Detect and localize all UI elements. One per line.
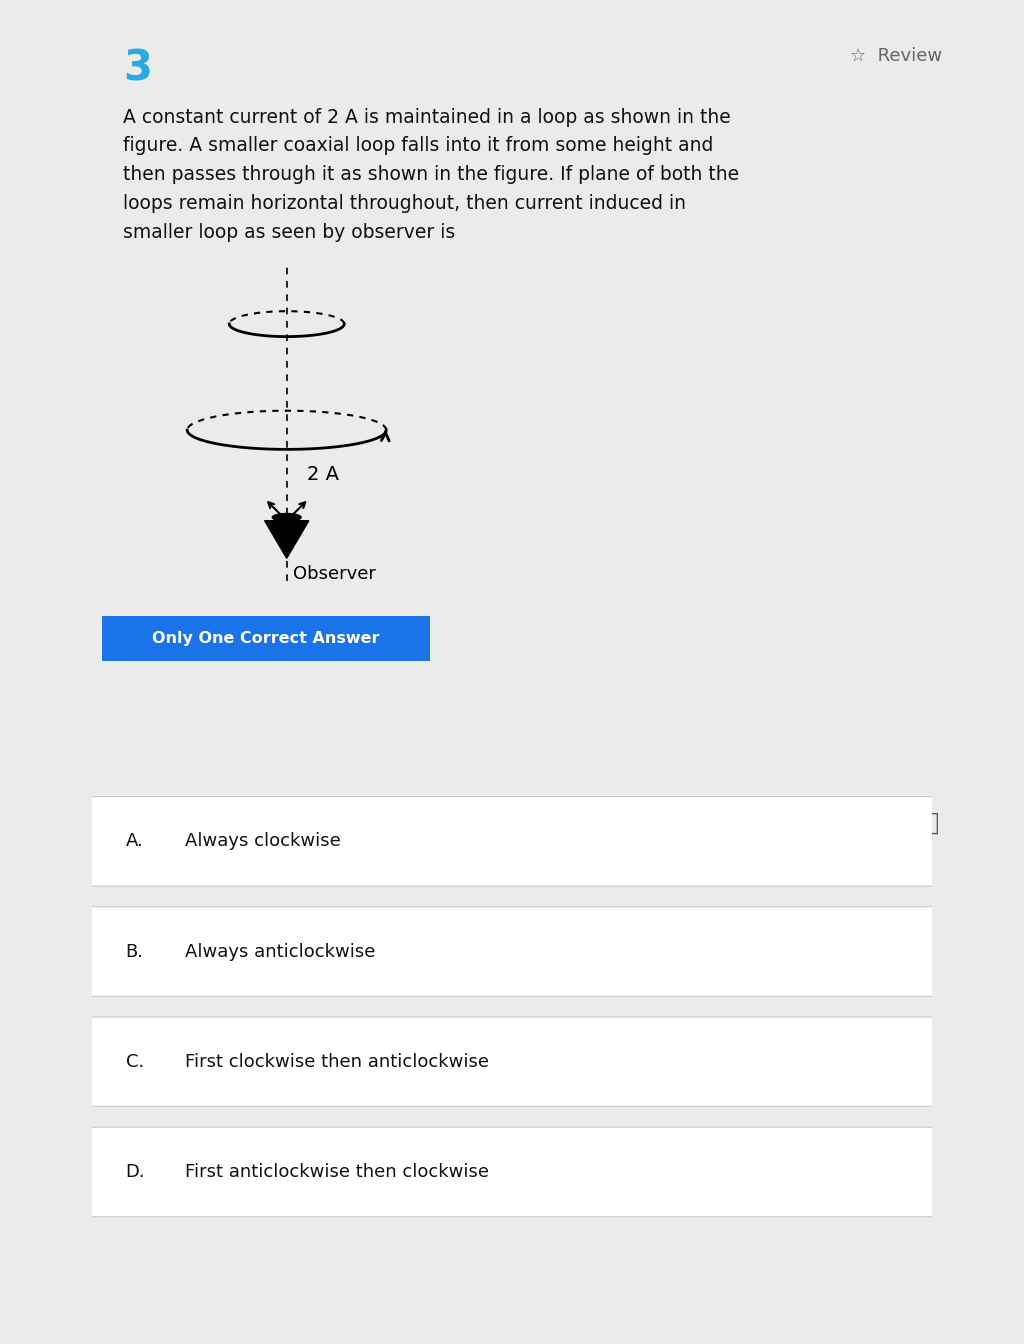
FancyBboxPatch shape [63, 610, 469, 667]
Text: C.: C. [126, 1052, 144, 1071]
FancyBboxPatch shape [67, 1128, 957, 1216]
Text: D.: D. [126, 1163, 145, 1181]
Text: Always anticlockwise: Always anticlockwise [184, 942, 375, 961]
FancyBboxPatch shape [67, 1017, 957, 1106]
Text: First anticlockwise then clockwise: First anticlockwise then clockwise [184, 1163, 488, 1181]
Text: A constant current of 2 A is maintained in a loop as shown in the
figure. A smal: A constant current of 2 A is maintained … [123, 108, 739, 242]
Text: ⓘ: ⓘ [925, 810, 939, 835]
Text: A.: A. [126, 832, 143, 851]
Text: First clockwise then anticlockwise: First clockwise then anticlockwise [184, 1052, 488, 1071]
Text: Always clockwise: Always clockwise [184, 832, 340, 851]
FancyBboxPatch shape [67, 907, 957, 996]
Text: B.: B. [126, 942, 143, 961]
Text: Observer: Observer [293, 564, 376, 583]
Ellipse shape [272, 513, 301, 521]
Text: 2 A: 2 A [306, 465, 339, 484]
Text: ☆  Review: ☆ Review [850, 47, 942, 65]
Text: Only One Correct Answer: Only One Correct Answer [153, 630, 380, 646]
Polygon shape [264, 520, 309, 558]
Text: 3: 3 [123, 47, 152, 89]
FancyBboxPatch shape [67, 797, 957, 886]
